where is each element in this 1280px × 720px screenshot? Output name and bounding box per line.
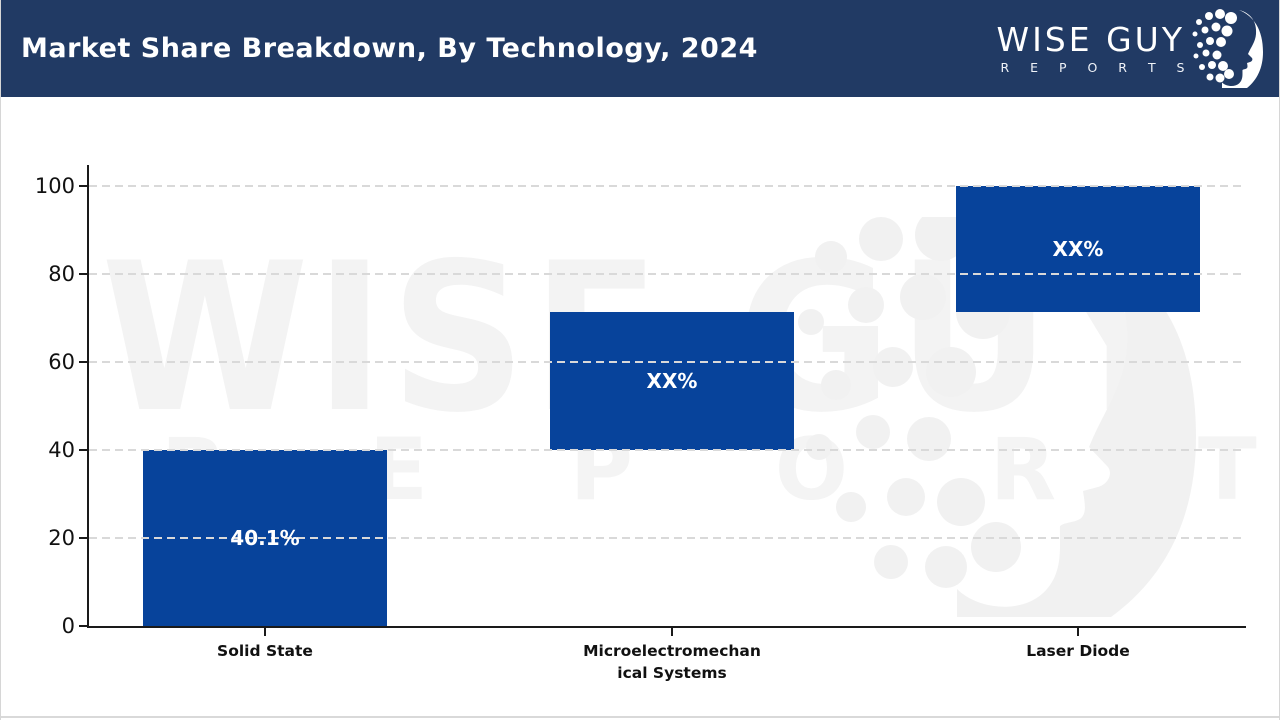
- gridline-60: [89, 361, 1246, 363]
- x-tick-mark-0: [264, 628, 266, 636]
- y-tick-label-100: 100: [34, 174, 75, 198]
- y-tick-mark-20: [79, 537, 87, 539]
- gridline-80: [89, 273, 1246, 275]
- y-axis-spine: [87, 165, 89, 628]
- logo-subtitle: R E P O R T S: [1000, 59, 1193, 75]
- y-tick-mark-100: [79, 185, 87, 187]
- gridline-40: [89, 449, 1246, 451]
- y-tick-label-80: 80: [48, 262, 75, 286]
- y-tick-mark-60: [79, 361, 87, 363]
- y-tick-mark-40: [79, 449, 87, 451]
- bar-segment: [550, 311, 794, 450]
- x-tick-mark-2: [1077, 628, 1079, 636]
- y-tick-mark-0: [79, 625, 87, 627]
- logo-wordmark: WISE GUY: [996, 19, 1185, 59]
- header-bar: Market Share Breakdown, By Technology, 2…: [1, 0, 1279, 97]
- gridline-20: [89, 537, 1246, 539]
- category-label: Microelectromechan ical Systems: [583, 642, 761, 682]
- x-tick-mark-1: [671, 628, 673, 636]
- bar-value-label: XX%: [646, 368, 698, 393]
- bar-value-label: 40.1%: [230, 525, 300, 550]
- y-tick-label-40: 40: [48, 438, 75, 462]
- logo-dotted-head-icon: [1192, 8, 1263, 88]
- y-tick-label-60: 60: [48, 350, 75, 374]
- category-label: Solid State: [217, 642, 313, 660]
- y-tick-mark-80: [79, 273, 87, 275]
- footer-divider: [1, 716, 1279, 718]
- gridline-100: [89, 185, 1246, 187]
- logo-text: WISE GUY R E P O R T S: [996, 23, 1193, 75]
- y-tick-label-0: 0: [61, 614, 75, 638]
- x-axis-spine: [87, 626, 1246, 628]
- bar-value-label: XX%: [1052, 236, 1104, 261]
- wiseguy-logo: WISE GUY R E P O R T S: [996, 8, 1265, 90]
- y-tick-label-20: 20: [48, 526, 75, 550]
- category-label: Laser Diode: [1026, 642, 1130, 660]
- chart-title: Market Share Breakdown, By Technology, 2…: [21, 33, 758, 64]
